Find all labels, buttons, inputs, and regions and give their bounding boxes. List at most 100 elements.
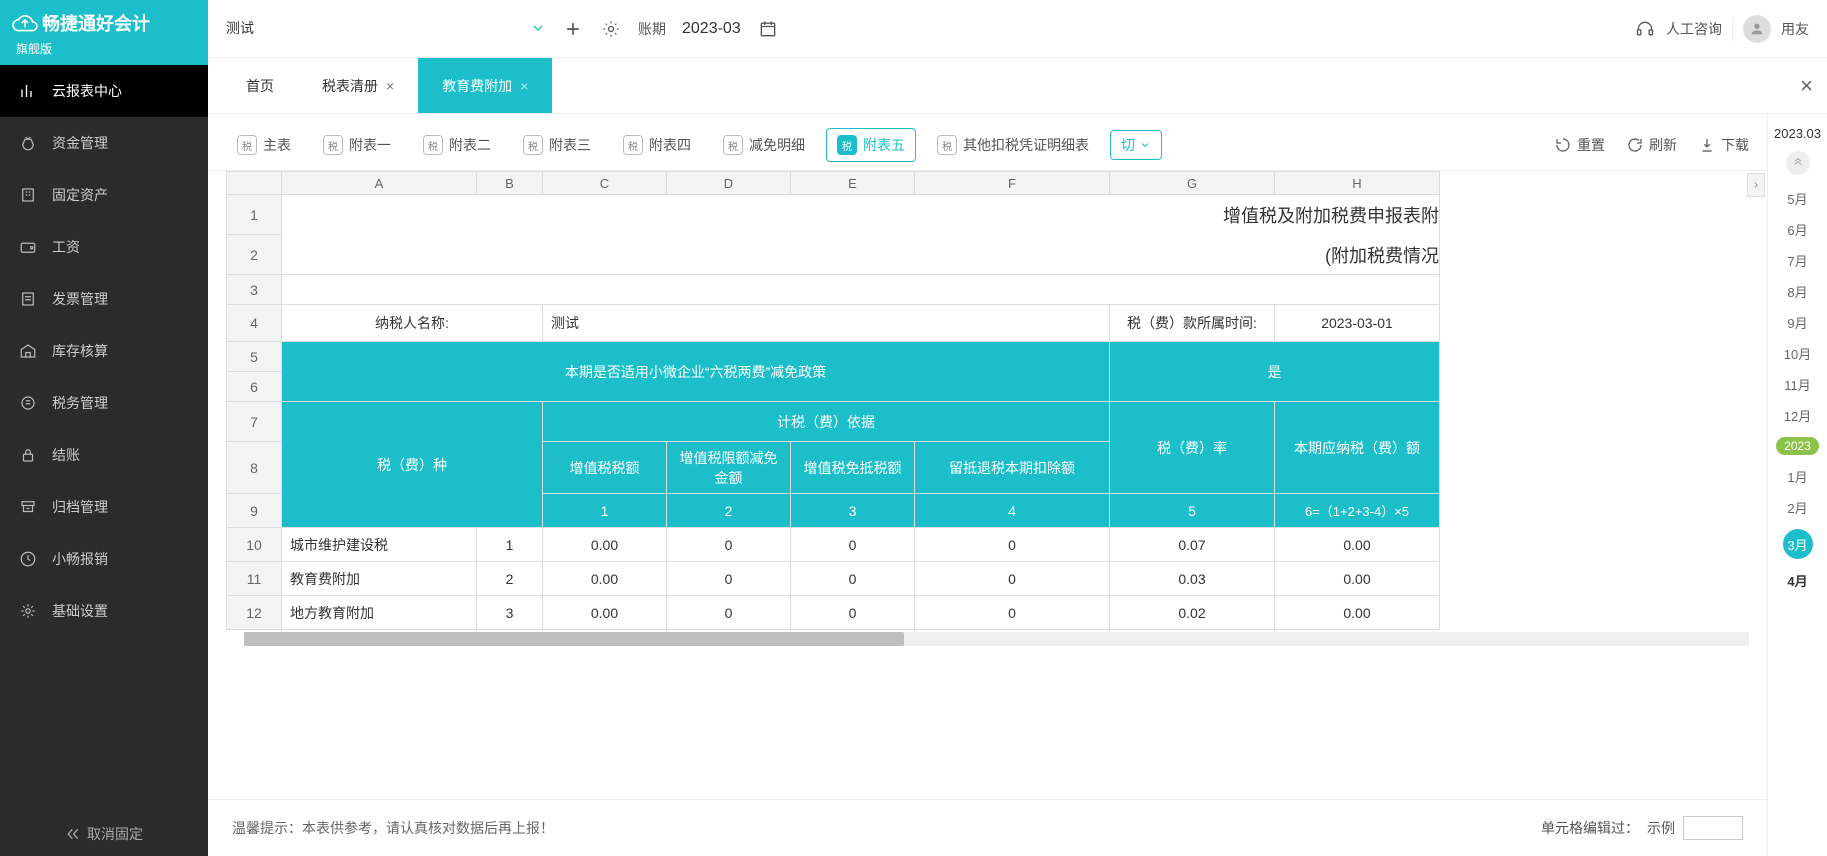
cell-payable[interactable]: 0.00: [1275, 528, 1440, 562]
nav-report-center[interactable]: 云报表中心: [0, 65, 208, 117]
col-header[interactable]: D: [667, 171, 791, 195]
switch-button[interactable]: 切: [1110, 130, 1162, 160]
h-vat-limit[interactable]: 增值税限额减免金额: [667, 442, 791, 494]
h-vat-exempt[interactable]: 增值税免抵税额: [791, 442, 915, 494]
settings-button[interactable]: [600, 18, 622, 40]
cell[interactable]: 0: [791, 562, 915, 596]
col-header[interactable]: E: [791, 171, 915, 195]
subtab-exempt[interactable]: 税减免明细: [712, 128, 816, 162]
refresh-button[interactable]: 刷新: [1627, 135, 1677, 155]
nav-archive[interactable]: 归档管理: [0, 481, 208, 533]
cell-rate[interactable]: 0.02: [1110, 596, 1275, 630]
h-tax-kind[interactable]: 税（费）种: [282, 402, 543, 528]
row-header[interactable]: 6: [226, 372, 282, 402]
cell-rate[interactable]: 0.07: [1110, 528, 1275, 562]
nav-tax[interactable]: 税务管理: [0, 377, 208, 429]
expand-handle[interactable]: [1747, 173, 1765, 197]
username[interactable]: 用友: [1781, 19, 1809, 39]
company-selector[interactable]: 测试: [226, 18, 546, 40]
col-num[interactable]: 2: [667, 494, 791, 528]
tab-home[interactable]: 首页: [222, 58, 298, 113]
row-header[interactable]: 11: [226, 562, 282, 596]
row-header[interactable]: 2: [226, 235, 282, 275]
close-all-tabs[interactable]: ×: [1800, 73, 1813, 99]
cell[interactable]: [282, 275, 1440, 305]
row-header[interactable]: 4: [226, 305, 282, 342]
reset-button[interactable]: 重置: [1555, 135, 1605, 155]
cell-name[interactable]: 地方教育附加: [282, 596, 477, 630]
cell[interactable]: 0.00: [543, 596, 667, 630]
cell[interactable]: 0.00: [543, 528, 667, 562]
cell[interactable]: 0: [667, 562, 791, 596]
subtab-a2[interactable]: 税附表二: [412, 128, 502, 162]
horizontal-scrollbar[interactable]: [244, 632, 1749, 646]
row-header[interactable]: 1: [226, 195, 282, 235]
nav-closing[interactable]: 结账: [0, 429, 208, 481]
period-owed-value[interactable]: 2023-03-01: [1275, 305, 1440, 342]
timeline-month[interactable]: 8月: [1784, 276, 1811, 307]
col-header[interactable]: C: [543, 171, 667, 195]
col-num[interactable]: 3: [791, 494, 915, 528]
timeline-month[interactable]: 1月: [1787, 461, 1807, 492]
close-icon[interactable]: ×: [520, 78, 528, 94]
subtab-a4[interactable]: 税附表四: [612, 128, 702, 162]
h-vat-amount[interactable]: 增值税税额: [543, 442, 667, 494]
row-header[interactable]: 9: [226, 494, 282, 528]
sheet-title[interactable]: 增值税及附加税费申报表附: [282, 195, 1440, 235]
cell-name[interactable]: 城市维护建设税: [282, 528, 477, 562]
timeline-month[interactable]: 7月: [1784, 245, 1811, 276]
timeline-month[interactable]: 6月: [1784, 214, 1811, 245]
col-header[interactable]: B: [477, 171, 543, 195]
nav-settings[interactable]: 基础设置: [0, 585, 208, 637]
add-button[interactable]: [562, 18, 584, 40]
h-payable[interactable]: 本期应纳税（费）额: [1275, 402, 1440, 494]
col-header[interactable]: G: [1110, 171, 1275, 195]
col-num[interactable]: 1: [543, 494, 667, 528]
headset-icon[interactable]: [1634, 18, 1656, 40]
avatar[interactable]: [1743, 15, 1771, 43]
row-header[interactable]: 10: [226, 528, 282, 562]
cell-idx[interactable]: 2: [477, 562, 543, 596]
subtab-a1[interactable]: 税附表一: [312, 128, 402, 162]
cell[interactable]: 0: [667, 528, 791, 562]
timeline-month[interactable]: 5月: [1784, 183, 1811, 214]
taxpayer-value[interactable]: 测试: [543, 305, 1110, 342]
row-header[interactable]: 3: [226, 275, 282, 305]
col-header[interactable]: H: [1275, 171, 1440, 195]
h-basis[interactable]: 计税（费）依据: [543, 402, 1110, 442]
h-rate[interactable]: 税（费）率: [1110, 402, 1275, 494]
timeline-month[interactable]: 11月: [1784, 369, 1811, 400]
col-num[interactable]: 5: [1110, 494, 1275, 528]
download-button[interactable]: 下载: [1699, 135, 1749, 155]
timeline-month[interactable]: 4月: [1768, 565, 1827, 596]
nav-salary[interactable]: 工资: [0, 221, 208, 273]
timeline-year-badge[interactable]: 2023: [1776, 437, 1819, 455]
cell-idx[interactable]: 1: [477, 528, 543, 562]
timeline-up-button[interactable]: [1786, 151, 1810, 175]
col-header[interactable]: A: [282, 171, 477, 195]
row-header[interactable]: 5: [226, 342, 282, 372]
subtab-a5[interactable]: 税附表五: [826, 128, 916, 162]
timeline-month[interactable]: 9月: [1784, 307, 1811, 338]
tab-tax-list[interactable]: 税表清册 ×: [298, 58, 418, 113]
taxpayer-label[interactable]: 纳税人名称:: [282, 305, 543, 342]
period-owed-label[interactable]: 税（费）款所属时间:: [1110, 305, 1275, 342]
cell-payable[interactable]: 0.00: [1275, 596, 1440, 630]
nav-fixed-assets[interactable]: 固定资产: [0, 169, 208, 221]
timeline-month[interactable]: 2月: [1787, 492, 1807, 523]
row-header[interactable]: 12: [226, 596, 282, 630]
col-num[interactable]: 4: [915, 494, 1110, 528]
nav-inventory[interactable]: 库存核算: [0, 325, 208, 377]
row-header[interactable]: 8: [226, 442, 282, 494]
cell-rate[interactable]: 0.03: [1110, 562, 1275, 596]
close-icon[interactable]: ×: [386, 78, 394, 94]
tab-education-surcharge[interactable]: 教育费附加 ×: [418, 58, 552, 113]
subtab-other[interactable]: 税其他扣税凭证明细表: [926, 128, 1100, 162]
nav-funds[interactable]: 资金管理: [0, 117, 208, 169]
timeline-month-current[interactable]: 3月: [1783, 529, 1813, 559]
col-header[interactable]: F: [915, 171, 1110, 195]
subtab-a3[interactable]: 税附表三: [512, 128, 602, 162]
scrollbar-thumb[interactable]: [244, 632, 904, 646]
nav-reimburse[interactable]: 小畅报销: [0, 533, 208, 585]
row-header[interactable]: 7: [226, 402, 282, 442]
